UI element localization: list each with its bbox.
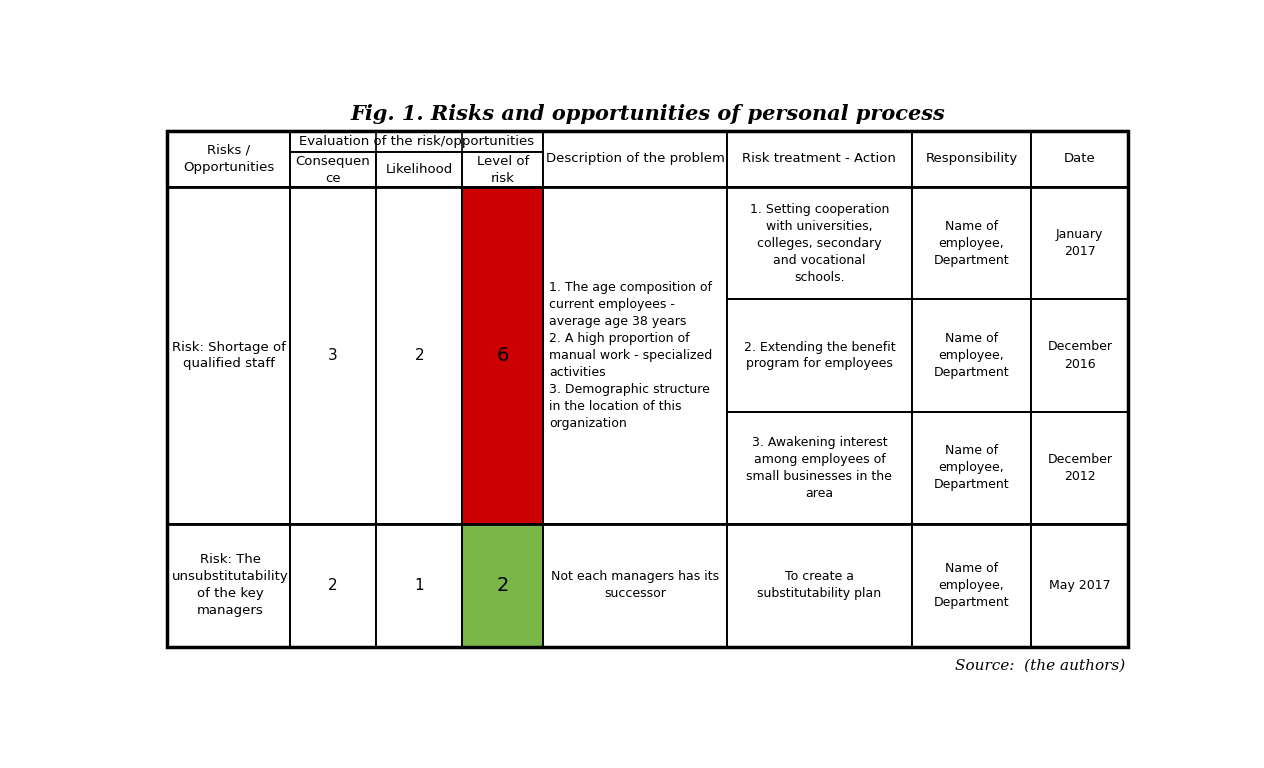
- Text: Evaluation of the risk/opportunities: Evaluation of the risk/opportunities: [298, 135, 533, 148]
- Text: Not each managers has its
successor: Not each managers has its successor: [551, 571, 719, 601]
- Bar: [1031, 524, 1129, 647]
- Text: Description of the problem: Description of the problem: [546, 152, 724, 165]
- Text: Level of
risk: Level of risk: [477, 154, 528, 184]
- Bar: [542, 187, 727, 524]
- Text: Name of
employee,
Department: Name of employee, Department: [934, 562, 1009, 609]
- Bar: [542, 131, 727, 187]
- Text: December
2016: December 2016: [1048, 340, 1112, 370]
- Text: Consequen
ce: Consequen ce: [296, 154, 370, 184]
- Bar: [463, 524, 542, 647]
- Text: December
2012: December 2012: [1048, 453, 1112, 483]
- Bar: [911, 412, 1031, 524]
- Bar: [167, 524, 289, 647]
- Bar: [727, 300, 911, 412]
- Bar: [463, 152, 542, 187]
- Text: 2: 2: [497, 576, 509, 595]
- Bar: [289, 524, 377, 647]
- Bar: [289, 152, 377, 187]
- Bar: [463, 187, 542, 524]
- Text: 3: 3: [329, 348, 337, 363]
- Text: Name of
employee,
Department: Name of employee, Department: [934, 332, 1009, 379]
- Text: 1: 1: [415, 578, 425, 593]
- Bar: [167, 131, 1129, 187]
- Text: January
2017: January 2017: [1057, 228, 1103, 258]
- Text: May 2017: May 2017: [1049, 579, 1111, 592]
- Bar: [911, 187, 1031, 300]
- Bar: [1031, 131, 1129, 187]
- Bar: [911, 300, 1031, 412]
- Bar: [377, 152, 463, 187]
- Text: Source:  (the authors): Source: (the authors): [954, 659, 1125, 673]
- Text: 2: 2: [415, 348, 425, 363]
- Bar: [1031, 300, 1129, 412]
- Text: Responsibility: Responsibility: [925, 152, 1018, 165]
- Bar: [377, 187, 463, 524]
- Bar: [911, 524, 1031, 647]
- Bar: [377, 524, 463, 647]
- Bar: [911, 131, 1031, 187]
- Text: Likelihood: Likelihood: [386, 163, 453, 176]
- Text: Risk: The
unsubstitutability
of the key
managers: Risk: The unsubstitutability of the key …: [172, 554, 288, 617]
- Bar: [167, 131, 289, 187]
- Text: Risks /
Opportunities: Risks / Opportunities: [183, 144, 274, 174]
- Text: Risk treatment - Action: Risk treatment - Action: [742, 152, 896, 165]
- Bar: [289, 131, 542, 152]
- Bar: [167, 187, 289, 524]
- Bar: [727, 524, 911, 647]
- Bar: [1031, 412, 1129, 524]
- Bar: [289, 187, 377, 524]
- Text: To create a
substitutability plan: To create a substitutability plan: [757, 571, 881, 601]
- Bar: [542, 524, 727, 647]
- Text: Name of
employee,
Department: Name of employee, Department: [934, 445, 1009, 492]
- Text: Fig. 1. Risks and opportunities of personal process: Fig. 1. Risks and opportunities of perso…: [350, 104, 945, 124]
- Text: 6: 6: [497, 346, 509, 365]
- Text: 2: 2: [329, 578, 337, 593]
- Bar: [1031, 187, 1129, 300]
- Text: Name of
employee,
Department: Name of employee, Department: [934, 220, 1009, 266]
- Text: 3. Awakening interest
among employees of
small businesses in the
area: 3. Awakening interest among employees of…: [747, 436, 892, 500]
- Text: 1. The age composition of
current employees -
average age 38 years
2. A high pro: 1. The age composition of current employ…: [549, 281, 713, 430]
- Text: Date: Date: [1064, 152, 1096, 165]
- Bar: [167, 131, 1129, 647]
- Bar: [727, 131, 911, 187]
- Text: 1. Setting cooperation
with universities,
colleges, secondary
and vocational
sch: 1. Setting cooperation with universities…: [750, 203, 889, 283]
- Text: Risk: Shortage of
qualified staff: Risk: Shortage of qualified staff: [172, 340, 286, 370]
- Text: 2. Extending the benefit
program for employees: 2. Extending the benefit program for emp…: [743, 340, 895, 370]
- Bar: [727, 187, 911, 300]
- Bar: [727, 412, 911, 524]
